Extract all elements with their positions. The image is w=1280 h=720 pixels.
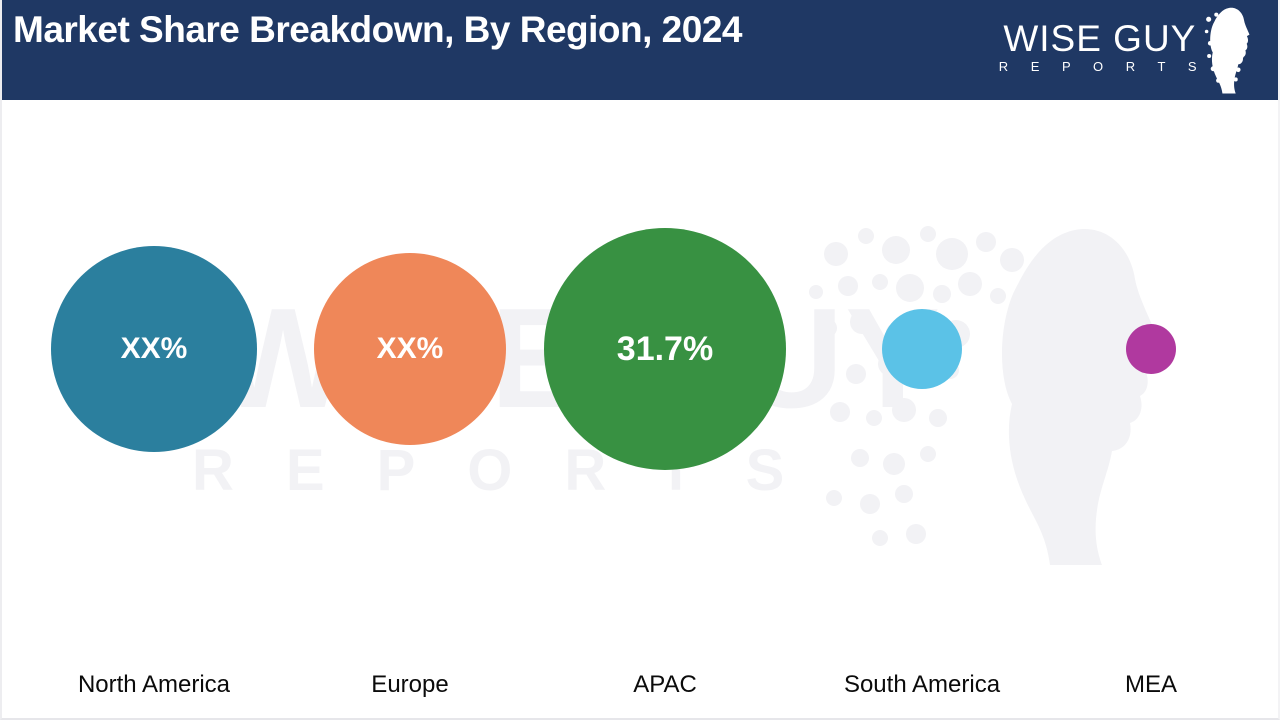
page-title: Market Share Breakdown, By Region, 2024 [13, 9, 743, 50]
bubble-value-europe: XX% [376, 332, 444, 365]
logo-subtitle: R E P O R T S [998, 59, 1206, 74]
bubble-apac: 31.7% [544, 228, 786, 470]
bubble-south-america [882, 309, 962, 389]
header-bar: Market Share Breakdown, By Region, 2024 … [0, 0, 1280, 100]
bubble-mea [1126, 324, 1176, 374]
bubble-value-apac: 31.7% [616, 329, 714, 368]
bubble-europe: XX% [314, 253, 506, 445]
region-label-south-america: South America [843, 671, 1001, 698]
bubble-north-america: XX% [51, 246, 257, 452]
wise-guy-logo: WISE GUY R E P O R T S [994, 6, 1272, 94]
region-label-mea: MEA [1124, 671, 1178, 698]
region-label-apac: APAC [633, 671, 697, 698]
logo-text: WISE GUY R E P O R T S [994, 20, 1206, 74]
region-label-europe: Europe [371, 671, 449, 698]
logo-head-icon [1204, 7, 1250, 94]
logo-wordmark: WISE GUY [1003, 18, 1197, 59]
region-label-north-america: North America [77, 671, 231, 698]
bubble-value-north-america: XX% [120, 332, 188, 365]
